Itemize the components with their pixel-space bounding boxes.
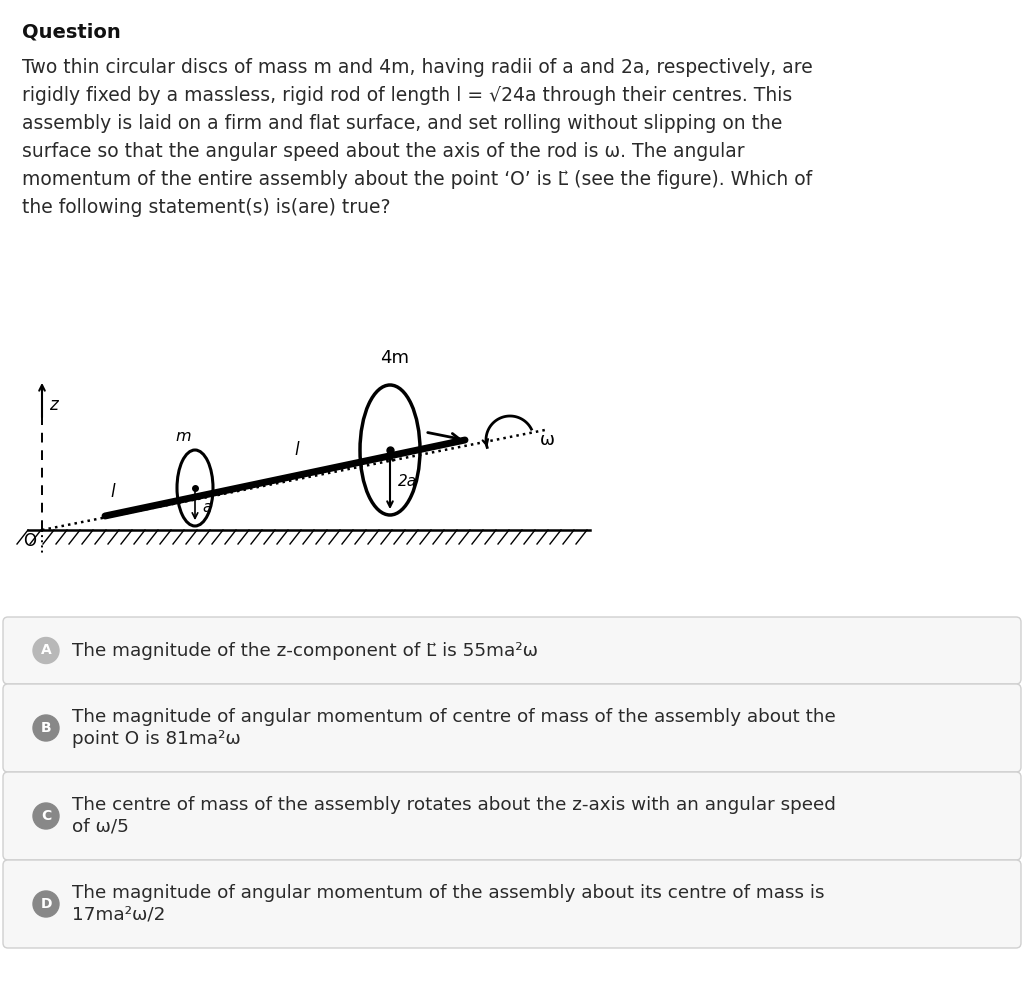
Text: The magnitude of the z-component of L⃗ is 55ma²ω: The magnitude of the z-component of L⃗ i… [72,641,538,659]
Text: assembly is laid on a firm and flat surface, and set rolling without slipping on: assembly is laid on a firm and flat surf… [22,114,782,133]
Text: surface so that the angular speed about the axis of the rod is ω. The angular: surface so that the angular speed about … [22,142,744,161]
FancyBboxPatch shape [3,772,1021,860]
FancyBboxPatch shape [3,684,1021,772]
FancyBboxPatch shape [3,860,1021,948]
Text: The magnitude of angular momentum of centre of mass of the assembly about the: The magnitude of angular momentum of cen… [72,709,836,727]
Text: rigidly fixed by a massless, rigid rod of length l = √24a through their centres.: rigidly fixed by a massless, rigid rod o… [22,86,793,105]
Text: C: C [41,809,51,823]
Text: m: m [175,429,190,444]
Text: momentum of the entire assembly about the point ‘O’ is L⃗ (see the figure). Whic: momentum of the entire assembly about th… [22,170,812,190]
Text: D: D [40,897,52,911]
Text: Question: Question [22,22,121,41]
Text: A: A [41,643,51,657]
Text: the following statement(s) is(are) true?: the following statement(s) is(are) true? [22,198,390,217]
Text: l: l [111,483,116,501]
Circle shape [33,803,59,829]
Text: of ω/5: of ω/5 [72,817,129,836]
Text: z: z [49,396,57,414]
Text: a: a [202,500,211,514]
Text: 2a: 2a [398,475,417,490]
Text: The magnitude of angular momentum of the assembly about its centre of mass is: The magnitude of angular momentum of the… [72,884,824,902]
Text: O: O [23,532,36,550]
Text: The centre of mass of the assembly rotates about the z-axis with an angular spee: The centre of mass of the assembly rotat… [72,796,836,814]
Text: B: B [41,721,51,735]
FancyBboxPatch shape [3,617,1021,684]
Text: ω: ω [540,431,555,449]
Text: Two thin circular discs of mass m and 4m, having radii of a and 2a, respectively: Two thin circular discs of mass m and 4m… [22,58,813,77]
Text: point O is 81ma²ω: point O is 81ma²ω [72,730,241,748]
Text: l: l [295,442,299,459]
Circle shape [33,715,59,741]
Circle shape [33,637,59,663]
Text: 17ma²ω/2: 17ma²ω/2 [72,905,165,923]
Text: 4m: 4m [381,349,410,367]
Circle shape [33,891,59,917]
